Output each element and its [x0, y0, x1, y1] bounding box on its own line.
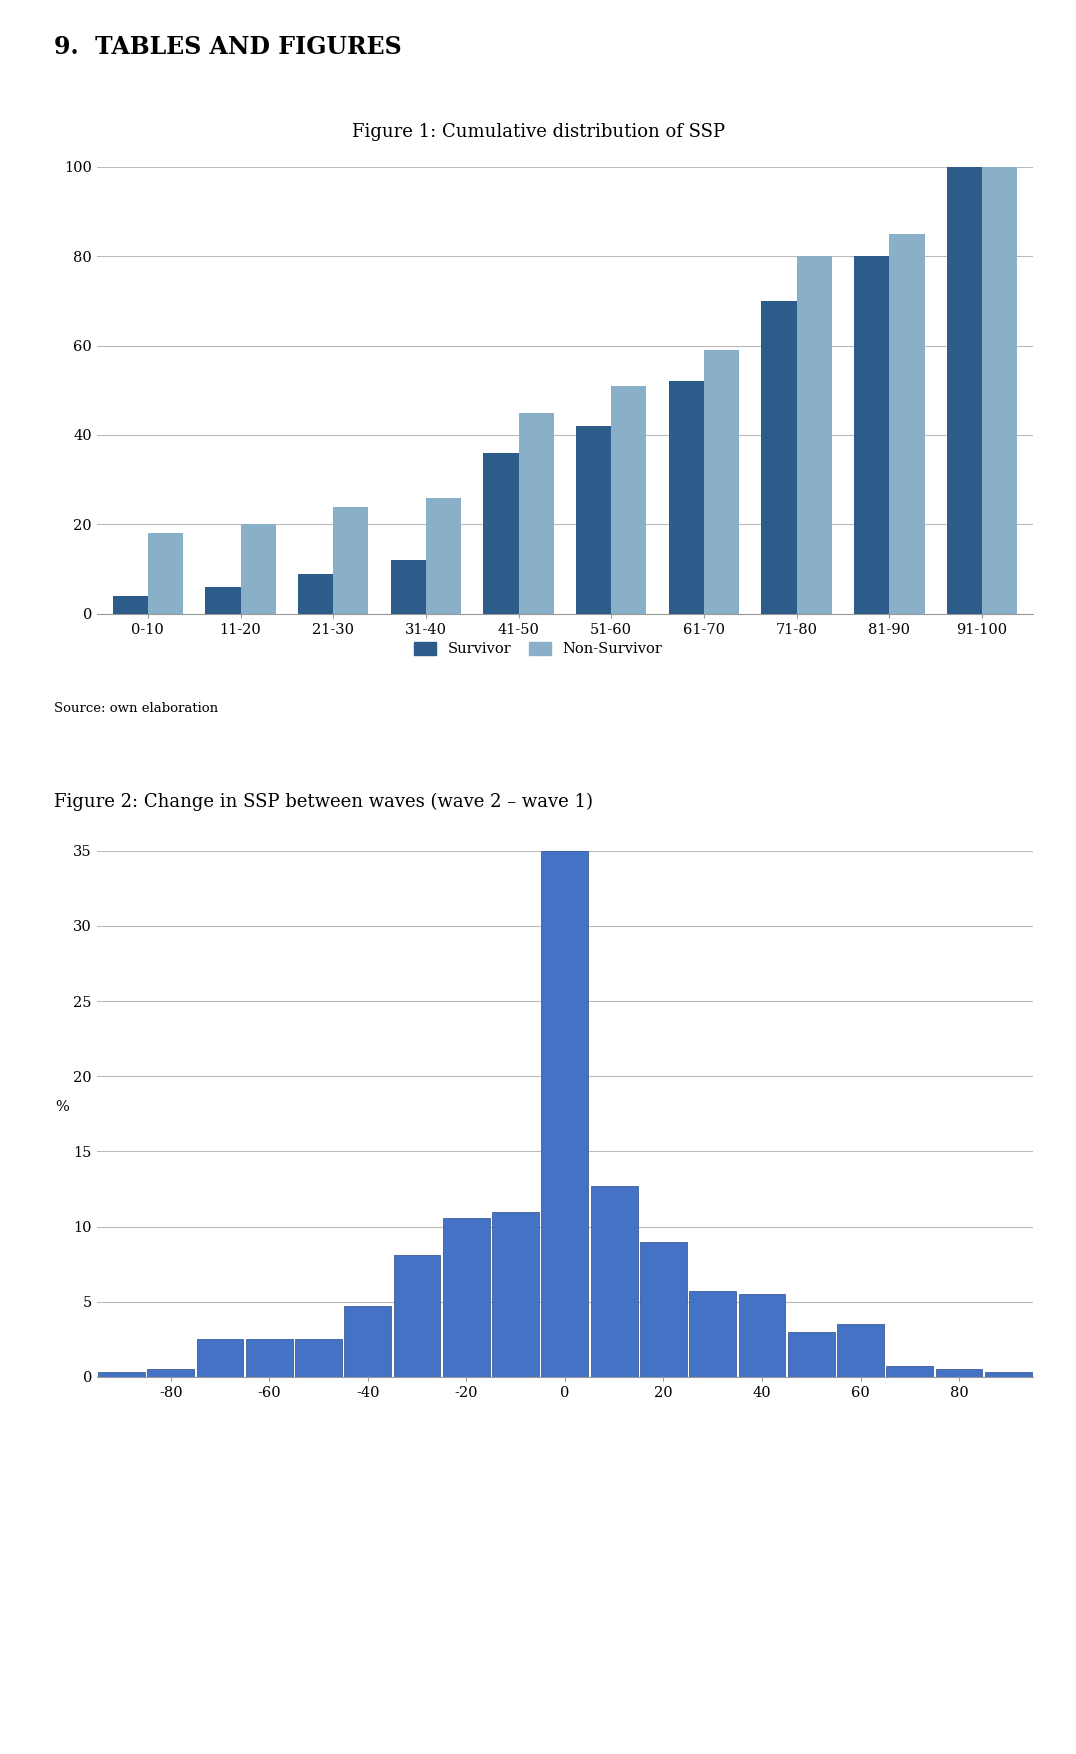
Text: Figure 1: Cumulative distribution of SSP: Figure 1: Cumulative distribution of SSP [352, 123, 724, 140]
Y-axis label: %: % [55, 1100, 69, 1114]
Bar [295, 1340, 342, 1377]
Bar [147, 533, 183, 614]
Bar [704, 351, 739, 614]
Bar [668, 381, 704, 614]
Bar [640, 1242, 686, 1377]
Bar [985, 1372, 1032, 1377]
Legend: Survivor, Non-Survivor: Survivor, Non-Survivor [408, 637, 668, 661]
Bar [947, 167, 982, 614]
Bar [492, 1212, 539, 1377]
Bar [394, 1256, 440, 1377]
Bar [241, 524, 275, 614]
Bar [854, 256, 889, 614]
Bar [98, 1372, 145, 1377]
Text: Figure 2: Change in SSP between waves (wave 2 – wave 1): Figure 2: Change in SSP between waves (w… [54, 793, 593, 810]
Bar [113, 596, 147, 614]
Bar [889, 233, 924, 614]
Bar [796, 256, 832, 614]
Bar [887, 1366, 933, 1377]
Text: 9.  TABLES AND FIGURES: 9. TABLES AND FIGURES [54, 35, 401, 60]
Bar [541, 851, 589, 1377]
Bar [576, 426, 611, 614]
Bar [788, 1331, 835, 1377]
Bar [443, 1217, 490, 1377]
Bar [483, 453, 519, 614]
Bar [197, 1340, 243, 1377]
Bar [147, 1370, 194, 1377]
Bar [591, 1186, 638, 1377]
Bar [344, 1307, 392, 1377]
Bar [334, 507, 368, 614]
Bar [762, 300, 796, 614]
Bar [611, 386, 647, 614]
Bar [837, 1324, 883, 1377]
Bar [391, 560, 426, 614]
Bar [738, 1294, 785, 1377]
Bar [982, 167, 1017, 614]
Bar [519, 412, 554, 614]
Bar [246, 1340, 293, 1377]
Bar [298, 574, 334, 614]
Text: Source: own elaboration: Source: own elaboration [54, 702, 218, 714]
Bar [426, 498, 462, 614]
Bar [936, 1370, 982, 1377]
Bar [690, 1291, 736, 1377]
Bar [206, 588, 241, 614]
